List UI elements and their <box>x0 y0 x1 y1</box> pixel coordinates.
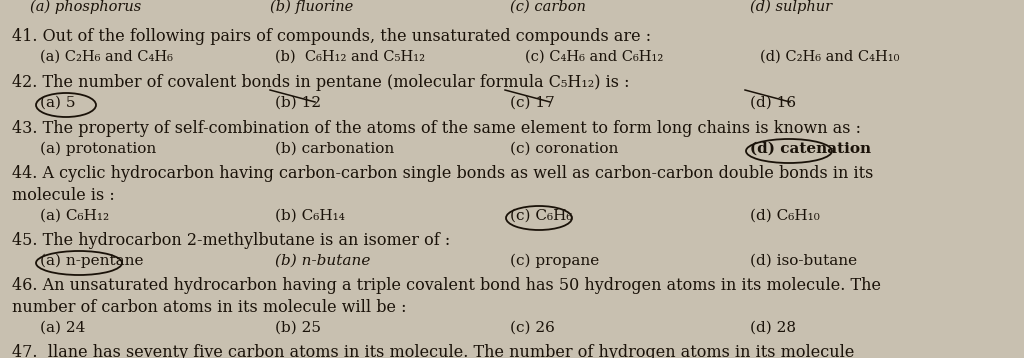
Text: (a) C₆H₁₂: (a) C₆H₁₂ <box>40 209 110 223</box>
Text: 46. An unsaturated hydrocarbon having a triple covalent bond has 50 hydrogen ato: 46. An unsaturated hydrocarbon having a … <box>12 277 881 294</box>
Text: 45. The hydrocarbon 2-methylbutane is an isomer of :: 45. The hydrocarbon 2-methylbutane is an… <box>12 232 451 249</box>
Text: (d) 28: (d) 28 <box>750 321 796 335</box>
Text: number of carbon atoms in its molecule will be :: number of carbon atoms in its molecule w… <box>12 299 407 316</box>
Text: (c) carbon: (c) carbon <box>510 0 586 14</box>
Text: (d) catenation: (d) catenation <box>750 142 871 156</box>
Text: (a) phosphorus: (a) phosphorus <box>30 0 141 14</box>
Text: (d) 16: (d) 16 <box>750 96 796 110</box>
Text: (b)  C₆H₁₂ and C₅H₁₂: (b) C₆H₁₂ and C₅H₁₂ <box>275 50 425 64</box>
Text: (b) 12: (b) 12 <box>275 96 322 110</box>
Text: (c) 17: (c) 17 <box>510 96 555 110</box>
Text: (b) fluorine: (b) fluorine <box>270 0 353 14</box>
Text: 43. The property of self-combination of the atoms of the same element to form lo: 43. The property of self-combination of … <box>12 120 861 137</box>
Text: (b) C₆H₁₄: (b) C₆H₁₄ <box>275 209 345 223</box>
Text: molecule is :: molecule is : <box>12 187 115 204</box>
Text: (b) n-butane: (b) n-butane <box>275 254 371 268</box>
Text: (b) carbonation: (b) carbonation <box>275 142 394 156</box>
Text: (c) propane: (c) propane <box>510 254 599 268</box>
Text: (c) coronation: (c) coronation <box>510 142 618 156</box>
Text: (a) C₂H₆ and C₄H₆: (a) C₂H₆ and C₄H₆ <box>40 50 173 64</box>
Text: (b) 25: (b) 25 <box>275 321 321 335</box>
Text: (a) protonation: (a) protonation <box>40 142 157 156</box>
Text: (c) C₄H₆ and C₆H₁₂: (c) C₄H₆ and C₆H₁₂ <box>525 50 664 64</box>
Text: 44. A cyclic hydrocarbon having carbon-carbon single bonds as well as carbon-car: 44. A cyclic hydrocarbon having carbon-c… <box>12 165 873 182</box>
Text: (d) C₆H₁₀: (d) C₆H₁₀ <box>750 209 820 223</box>
Text: (d) C₂H₆ and C₄H₁₀: (d) C₂H₆ and C₄H₁₀ <box>760 50 899 64</box>
Text: 41. Out of the following pairs of compounds, the unsaturated compounds are :: 41. Out of the following pairs of compou… <box>12 28 651 45</box>
Text: (c) 26: (c) 26 <box>510 321 555 335</box>
Text: 42. The number of covalent bonds in pentane (molecular formula C₅H₁₂) is :: 42. The number of covalent bonds in pent… <box>12 74 630 91</box>
Text: (d) sulphur: (d) sulphur <box>750 0 833 14</box>
Text: 47.  llane has seventy five carbon atoms in its molecule. The number of hydrogen: 47. llane has seventy five carbon atoms … <box>12 344 854 358</box>
Text: (a) n-pentane: (a) n-pentane <box>40 254 143 268</box>
Text: (a) 24: (a) 24 <box>40 321 85 335</box>
Text: (a) 5: (a) 5 <box>40 96 76 110</box>
Text: (d) iso-butane: (d) iso-butane <box>750 254 857 268</box>
Text: (c) C₆H₆: (c) C₆H₆ <box>510 209 572 223</box>
